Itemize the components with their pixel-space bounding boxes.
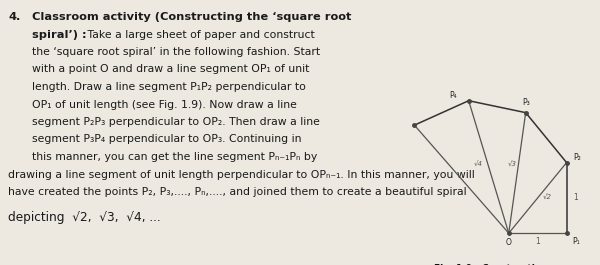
- Text: √4: √4: [473, 161, 482, 167]
- Text: have created the points P₂, P₃,...., Pₙ,...., and joined them to create a beauti: have created the points P₂, P₃,...., Pₙ,…: [8, 187, 467, 197]
- Text: the ‘square root spiral’ in the following fashion. Start: the ‘square root spiral’ in the followin…: [32, 47, 320, 57]
- Text: Take a large sheet of paper and construct: Take a large sheet of paper and construc…: [84, 29, 315, 39]
- Text: √2: √2: [542, 195, 551, 201]
- Text: this manner, you can get the line segment Pₙ₋₁Pₙ by: this manner, you can get the line segmen…: [32, 152, 317, 162]
- Text: with a point O and draw a line segment OP₁ of unit: with a point O and draw a line segment O…: [32, 64, 310, 74]
- Text: P₂: P₂: [574, 153, 581, 162]
- Text: 4.: 4.: [8, 12, 20, 22]
- Text: OP₁ of unit length (see Fig. 1.9). Now draw a line: OP₁ of unit length (see Fig. 1.9). Now d…: [32, 99, 297, 109]
- Text: depicting  √2,  √3,  √4, ...: depicting √2, √3, √4, ...: [8, 210, 161, 223]
- Text: P₃: P₃: [522, 98, 530, 107]
- Text: P₄: P₄: [449, 91, 457, 100]
- Text: segment P₃P₄ perpendicular to OP₃. Continuing in: segment P₃P₄ perpendicular to OP₃. Conti…: [32, 135, 302, 144]
- Text: drawing a line segment of unit length perpendicular to OPₙ₋₁. In this manner, yo: drawing a line segment of unit length pe…: [8, 170, 475, 179]
- Text: segment P₂P₃ perpendicular to OP₂. Then draw a line: segment P₂P₃ perpendicular to OP₂. Then …: [32, 117, 320, 127]
- Text: Classroom activity (Constructing the ‘square root: Classroom activity (Constructing the ‘sq…: [32, 12, 352, 22]
- Text: 1: 1: [574, 193, 578, 202]
- Text: Fig. 1.9 : Constructing
square root spiral: Fig. 1.9 : Constructing square root spir…: [434, 264, 547, 265]
- Text: spiral’) :: spiral’) :: [32, 29, 86, 39]
- Text: √3: √3: [508, 162, 517, 168]
- Text: O: O: [506, 238, 512, 247]
- Text: 1: 1: [535, 237, 540, 246]
- Text: P₁: P₁: [572, 237, 580, 246]
- Text: length. Draw a line segment P₁P₂ perpendicular to: length. Draw a line segment P₁P₂ perpend…: [32, 82, 306, 92]
